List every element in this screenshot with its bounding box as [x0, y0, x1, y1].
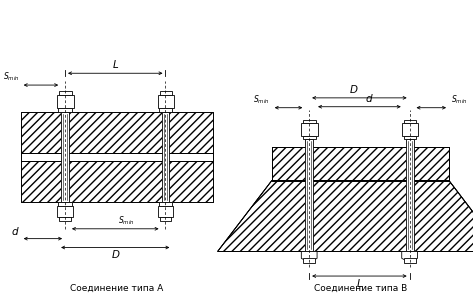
Text: $S_{min}$: $S_{min}$ [451, 93, 467, 106]
Text: $S_{min}$: $S_{min}$ [253, 93, 270, 106]
Bar [61, 112, 69, 202]
Text: d: d [11, 227, 18, 237]
Bar [305, 139, 313, 251]
Bar [57, 95, 74, 108]
Bar [21, 153, 213, 161]
Bar [272, 147, 449, 181]
Bar [21, 153, 213, 161]
Bar [21, 161, 213, 202]
Bar [159, 202, 173, 206]
Bar [404, 258, 416, 263]
Bar [21, 112, 213, 153]
Bar [406, 139, 413, 251]
Bar [303, 258, 315, 263]
Bar [305, 139, 313, 251]
Bar [61, 112, 69, 202]
Bar [160, 217, 172, 221]
Bar [157, 95, 174, 108]
Text: L: L [112, 60, 118, 70]
Bar [159, 108, 173, 112]
Bar [303, 136, 316, 139]
Bar [272, 147, 449, 181]
Bar [402, 124, 419, 136]
Bar [272, 147, 449, 181]
Bar [58, 202, 72, 206]
Bar [57, 206, 73, 217]
Text: D: D [111, 250, 119, 260]
Bar [21, 112, 213, 153]
Text: D: D [349, 85, 357, 95]
Text: $S_{min}$: $S_{min}$ [118, 214, 135, 227]
Polygon shape [218, 181, 474, 251]
Bar [160, 91, 173, 95]
Bar [59, 217, 71, 221]
Polygon shape [402, 251, 418, 262]
Bar [406, 139, 413, 251]
Bar [162, 112, 169, 202]
Bar [58, 108, 72, 112]
Bar [404, 136, 417, 139]
Bar [157, 206, 173, 217]
Bar [59, 91, 72, 95]
Text: L: L [356, 279, 362, 289]
Bar [162, 112, 169, 202]
Polygon shape [301, 251, 317, 262]
Bar [404, 120, 417, 124]
Text: d: d [365, 94, 372, 104]
Bar [303, 120, 316, 124]
Text: Соединение типа А: Соединение типа А [70, 284, 163, 293]
Text: $S_{min}$: $S_{min}$ [3, 70, 20, 83]
Text: Соединение типа В: Соединение типа В [314, 284, 407, 293]
Bar [21, 161, 213, 202]
Bar [301, 124, 318, 136]
